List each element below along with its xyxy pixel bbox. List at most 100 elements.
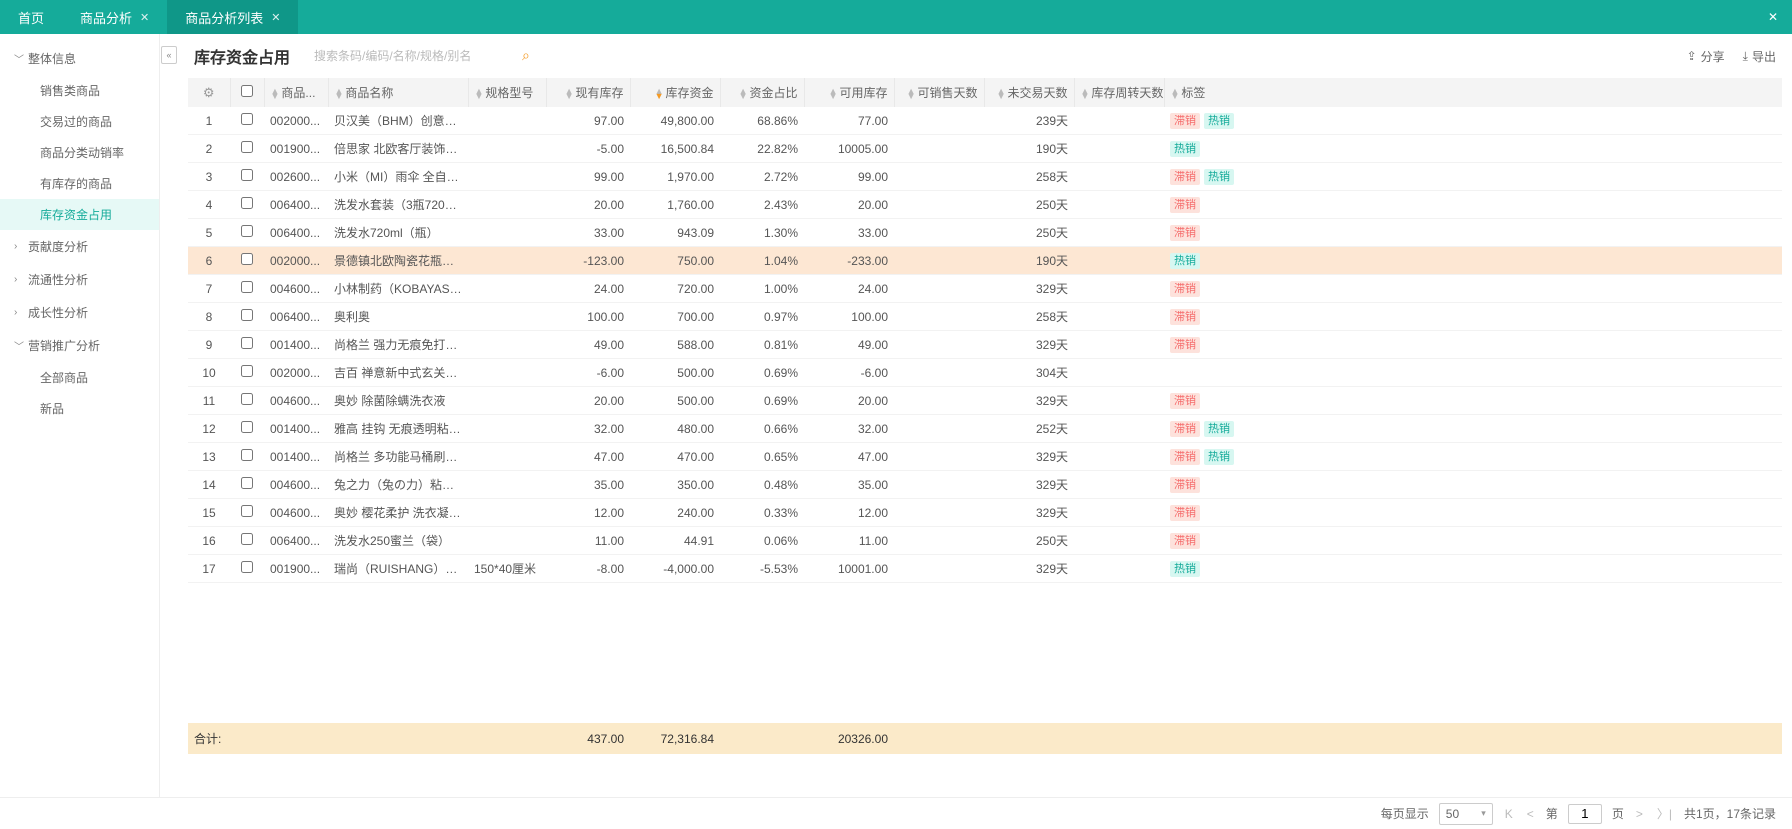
chevron-right-icon: › bbox=[14, 241, 24, 252]
table-row[interactable]: 1002000...贝汉美（BHM）创意北欧97.0049,800.0068.8… bbox=[188, 107, 1782, 135]
col-check-all[interactable] bbox=[230, 78, 264, 107]
pager-last[interactable]: 〉| bbox=[1655, 805, 1674, 822]
row-checkbox[interactable] bbox=[241, 197, 253, 209]
cell-notradedays: 329天 bbox=[984, 275, 1074, 303]
col-avail[interactable]: ▲▼可用库存 bbox=[804, 78, 894, 107]
table-row[interactable]: 17001900...瑞尚（RUISHANG）卧室150*40厘米-8.00-4… bbox=[188, 555, 1782, 583]
tag: 热销 bbox=[1204, 169, 1234, 185]
row-checkbox[interactable] bbox=[241, 281, 253, 293]
row-checkbox[interactable] bbox=[241, 309, 253, 321]
table-row[interactable]: 3002600...小米（MI）雨伞 全自动折叠99.001,970.002.7… bbox=[188, 163, 1782, 191]
cell-name: 吉百 禅意新中式玄关摆件客 bbox=[328, 359, 468, 387]
cell-saledays bbox=[894, 443, 984, 471]
sidebar-item[interactable]: 交易过的商品 bbox=[0, 106, 159, 137]
top-tab[interactable]: 商品分析✕ bbox=[62, 0, 167, 34]
sidebar-collapse-button[interactable]: « bbox=[161, 46, 177, 64]
sidebar-group[interactable]: ›成长性分析 bbox=[0, 296, 159, 329]
cell-check bbox=[230, 163, 264, 191]
row-checkbox[interactable] bbox=[241, 225, 253, 237]
cell-index: 8 bbox=[188, 303, 230, 331]
col-turndays[interactable]: ▲▼库存周转天数 bbox=[1074, 78, 1164, 107]
sidebar-group[interactable]: ﹀营销推广分析 bbox=[0, 329, 159, 362]
table-row[interactable]: 5006400...洗发水720ml（瓶）33.00943.091.30%33.… bbox=[188, 219, 1782, 247]
cell-stock: -123.00 bbox=[546, 247, 630, 275]
pager-next[interactable]: > bbox=[1634, 807, 1645, 821]
cell-spec bbox=[468, 443, 546, 471]
row-checkbox[interactable] bbox=[241, 337, 253, 349]
cell-code: 006400... bbox=[264, 219, 328, 247]
col-code[interactable]: ▲▼商品... bbox=[264, 78, 328, 107]
cell-name: 洗发水套装（3瓶720ml+1） bbox=[328, 191, 468, 219]
cell-avail: 33.00 bbox=[804, 219, 894, 247]
col-ratio[interactable]: ▲▼资金占比 bbox=[720, 78, 804, 107]
col-notradedays[interactable]: ▲▼未交易天数 bbox=[984, 78, 1074, 107]
sidebar-group[interactable]: ›贡献度分析 bbox=[0, 230, 159, 263]
row-checkbox[interactable] bbox=[241, 393, 253, 405]
cell-code: 002000... bbox=[264, 359, 328, 387]
share-button[interactable]: ⇪ 分享 bbox=[1687, 48, 1725, 65]
table-row[interactable]: 16006400...洗发水250蜜兰（袋）11.0044.910.06%11.… bbox=[188, 527, 1782, 555]
top-tab[interactable]: 首页 bbox=[0, 0, 62, 34]
sidebar-item[interactable]: 有库存的商品 bbox=[0, 168, 159, 199]
table-row[interactable]: 6002000...景德镇北欧陶瓷花瓶摆件 仿-123.00750.001.04… bbox=[188, 247, 1782, 275]
close-all-tabs[interactable]: ✕ bbox=[1764, 0, 1782, 34]
totals-avail: 20326.00 bbox=[804, 723, 894, 754]
table-row[interactable]: 15004600...奥妙 樱花柔护 洗衣凝珠 1012.00240.000.3… bbox=[188, 499, 1782, 527]
cell-turndays bbox=[1074, 219, 1164, 247]
toolbar: 库存资金占用 ⌕ ⇪ 分享 ⤓ 导出 bbox=[178, 34, 1792, 78]
search-icon[interactable]: ⌕ bbox=[522, 47, 530, 64]
table-row[interactable]: 13001400...尚格兰 多功能马桶刷套装 带47.00470.000.65… bbox=[188, 443, 1782, 471]
cell-turndays bbox=[1074, 331, 1164, 359]
sidebar-group[interactable]: ﹀整体信息 bbox=[0, 42, 159, 75]
row-checkbox[interactable] bbox=[241, 421, 253, 433]
row-checkbox[interactable] bbox=[241, 141, 253, 153]
sidebar-item[interactable]: 销售类商品 bbox=[0, 75, 159, 106]
col-saledays[interactable]: ▲▼可销售天数 bbox=[894, 78, 984, 107]
row-checkbox[interactable] bbox=[241, 169, 253, 181]
col-name[interactable]: ▲▼商品名称 bbox=[328, 78, 468, 107]
row-checkbox[interactable] bbox=[241, 477, 253, 489]
table-row[interactable]: 12001400...雅高 挂钩 无痕透明粘钩 强32.00480.000.66… bbox=[188, 415, 1782, 443]
row-checkbox[interactable] bbox=[241, 113, 253, 125]
table-row[interactable]: 14004600...兔之力（兔の力）粘毛器粘35.00350.000.48%3… bbox=[188, 471, 1782, 499]
col-spec[interactable]: ▲▼规格型号 bbox=[468, 78, 546, 107]
close-icon[interactable]: ✕ bbox=[140, 11, 149, 24]
sidebar-item[interactable]: 全部商品 bbox=[0, 362, 159, 393]
cell-index: 17 bbox=[188, 555, 230, 583]
tag: 热销 bbox=[1170, 253, 1200, 269]
cell-name: 兔之力（兔の力）粘毛器粘 bbox=[328, 471, 468, 499]
tag: 热销 bbox=[1204, 113, 1234, 129]
cell-turndays bbox=[1074, 135, 1164, 163]
col-tags[interactable]: ▲▼标签 bbox=[1164, 78, 1782, 107]
row-checkbox[interactable] bbox=[241, 505, 253, 517]
sidebar-item[interactable]: 库存资金占用 bbox=[0, 199, 159, 230]
col-settings[interactable]: ⚙ bbox=[188, 78, 230, 107]
sidebar-item[interactable]: 新品 bbox=[0, 393, 159, 424]
table-row[interactable]: 8006400...奥利奥100.00700.000.97%100.00258天… bbox=[188, 303, 1782, 331]
export-button[interactable]: ⤓ 导出 bbox=[1743, 48, 1776, 65]
col-fund[interactable]: ▲▼库存资金 bbox=[630, 78, 720, 107]
search-input[interactable] bbox=[314, 49, 514, 63]
pager-prev[interactable]: < bbox=[1525, 807, 1536, 821]
table-row[interactable]: 9001400...尚格兰 强力无痕免打孔浴室49.00588.000.81%4… bbox=[188, 331, 1782, 359]
table-row[interactable]: 2001900...倍思家 北欧客厅装饰画卧室-5.0016,500.8422.… bbox=[188, 135, 1782, 163]
row-checkbox[interactable] bbox=[241, 449, 253, 461]
sidebar-group[interactable]: ›流通性分析 bbox=[0, 263, 159, 296]
table-row[interactable]: 7004600...小林制药（KOBAYASHI）日24.00720.001.0… bbox=[188, 275, 1782, 303]
table-row[interactable]: 4006400...洗发水套装（3瓶720ml+1）20.001,760.002… bbox=[188, 191, 1782, 219]
pager-page-input[interactable] bbox=[1568, 804, 1602, 824]
pager-first[interactable]: K bbox=[1503, 807, 1515, 821]
row-checkbox[interactable] bbox=[241, 533, 253, 545]
col-stock[interactable]: ▲▼现有库存 bbox=[546, 78, 630, 107]
cell-fund: 480.00 bbox=[630, 415, 720, 443]
table-row[interactable]: 11004600...奥妙 除菌除螨洗衣液20.00500.000.69%20.… bbox=[188, 387, 1782, 415]
check-all[interactable] bbox=[241, 85, 253, 97]
per-page-select[interactable]: 50 ▾ bbox=[1439, 803, 1493, 825]
top-tab[interactable]: 商品分析列表✕ bbox=[167, 0, 298, 34]
table-row[interactable]: 10002000...吉百 禅意新中式玄关摆件客-6.00500.000.69%… bbox=[188, 359, 1782, 387]
row-checkbox[interactable] bbox=[241, 253, 253, 265]
row-checkbox[interactable] bbox=[241, 561, 253, 573]
sidebar-item[interactable]: 商品分类动销率 bbox=[0, 137, 159, 168]
close-icon[interactable]: ✕ bbox=[271, 11, 280, 24]
row-checkbox[interactable] bbox=[241, 365, 253, 377]
